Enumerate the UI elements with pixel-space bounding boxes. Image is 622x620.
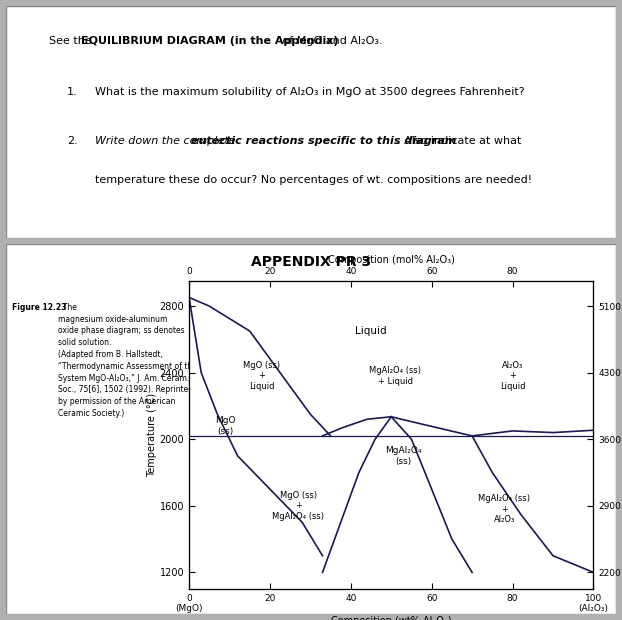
Text: MgO
(ss): MgO (ss) [215, 416, 236, 436]
Text: The
magnesium oxide-aluminum
oxide phase diagram; ss denotes
solid solution.
(Ad: The magnesium oxide-aluminum oxide phase… [58, 303, 197, 418]
Text: MgO (ss)
+
MgAl₂O₄ (ss): MgO (ss) + MgAl₂O₄ (ss) [272, 491, 324, 521]
Text: See the: See the [49, 37, 95, 46]
Text: of MgO and Al₂O₃.: of MgO and Al₂O₃. [279, 37, 383, 46]
Text: 1.: 1. [67, 87, 78, 97]
Text: temperature these do occur? No percentages of wt. compositions are needed!: temperature these do occur? No percentag… [95, 175, 532, 185]
Text: MgO (ss)
+
Liquid: MgO (ss) + Liquid [243, 361, 281, 391]
Text: Figure 12.23: Figure 12.23 [12, 303, 67, 312]
Text: APPENDIX PR 3: APPENDIX PR 3 [251, 255, 371, 268]
X-axis label: Composition (mol% Al₂O₃): Composition (mol% Al₂O₃) [328, 255, 455, 265]
FancyBboxPatch shape [6, 244, 616, 614]
Text: MgAl₂O₄ (ss)
+
Al₂O₃: MgAl₂O₄ (ss) + Al₂O₃ [478, 494, 531, 524]
Text: MgAl₂O₄ (ss)
+ Liquid: MgAl₂O₄ (ss) + Liquid [369, 366, 421, 386]
Text: Al₂O₃
+
Liquid: Al₂O₃ + Liquid [500, 361, 525, 391]
Text: Liquid: Liquid [355, 326, 387, 336]
Text: eutectic reactions specific to this diagram: eutectic reactions specific to this diag… [191, 136, 457, 146]
Text: 2.: 2. [67, 136, 78, 146]
Y-axis label: Temperature (°C): Temperature (°C) [147, 393, 157, 477]
Text: MgAl₂O₄
(ss): MgAl₂O₄ (ss) [385, 446, 422, 466]
X-axis label: Composition (wt% Al₂O₃): Composition (wt% Al₂O₃) [331, 616, 452, 620]
Text: EQUILIBRIUM DIAGRAM (in the Appendix): EQUILIBRIUM DIAGRAM (in the Appendix) [81, 37, 339, 46]
FancyBboxPatch shape [6, 6, 616, 237]
Text: Write down the complete: Write down the complete [95, 136, 239, 146]
Text: What is the maximum solubility of Al₂O₃ in MgO at 3500 degrees Fahrenheit?: What is the maximum solubility of Al₂O₃ … [95, 87, 524, 97]
Text: . Also indicate at what: . Also indicate at what [397, 136, 521, 146]
